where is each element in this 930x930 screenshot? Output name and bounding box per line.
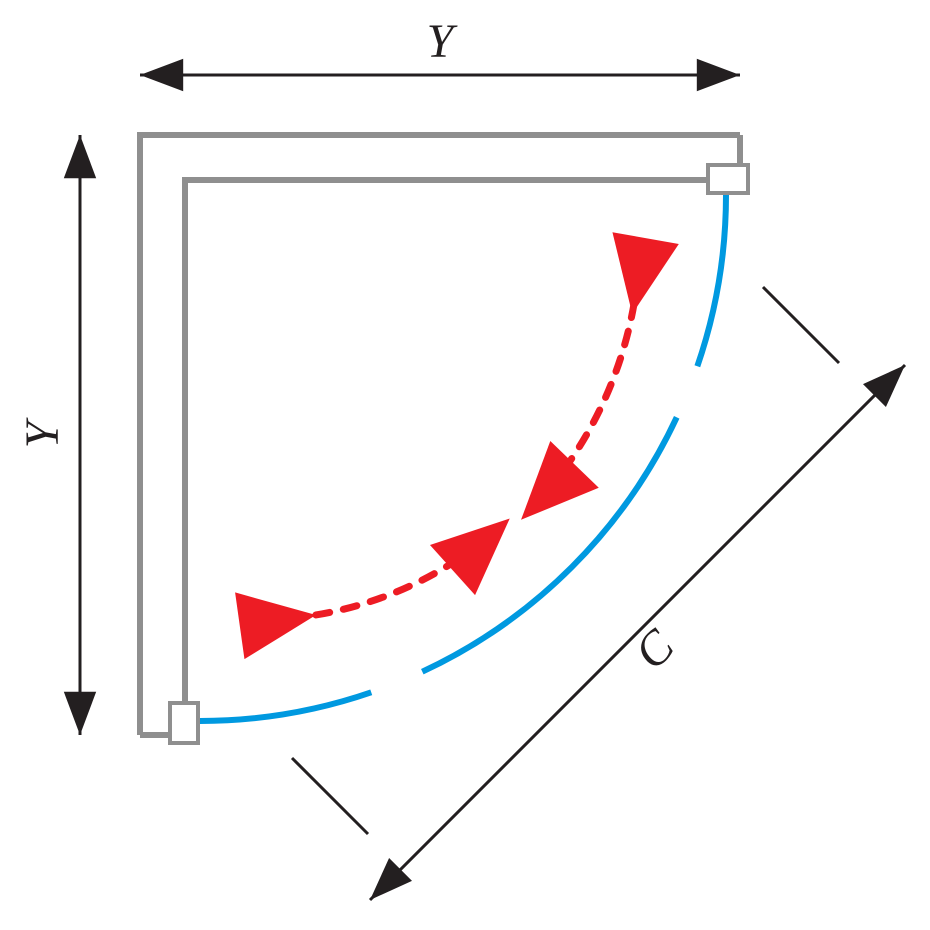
technical-diagram: Y Y C bbox=[0, 0, 930, 930]
dimension-label-top: Y bbox=[427, 15, 458, 68]
motion-arrow-lower bbox=[306, 525, 502, 616]
hinge-bottom-left bbox=[170, 703, 198, 743]
dim-ext-2 bbox=[763, 287, 839, 363]
fixed-panel-top bbox=[697, 195, 726, 366]
dim-ext-1 bbox=[292, 758, 368, 834]
fixed-panel-left bbox=[200, 692, 371, 721]
dimension-label-diagonal: C bbox=[624, 619, 685, 680]
motion-arrow-upper bbox=[528, 304, 634, 512]
hinge-top-right bbox=[708, 165, 748, 193]
dimension-label-left: Y bbox=[16, 417, 69, 448]
